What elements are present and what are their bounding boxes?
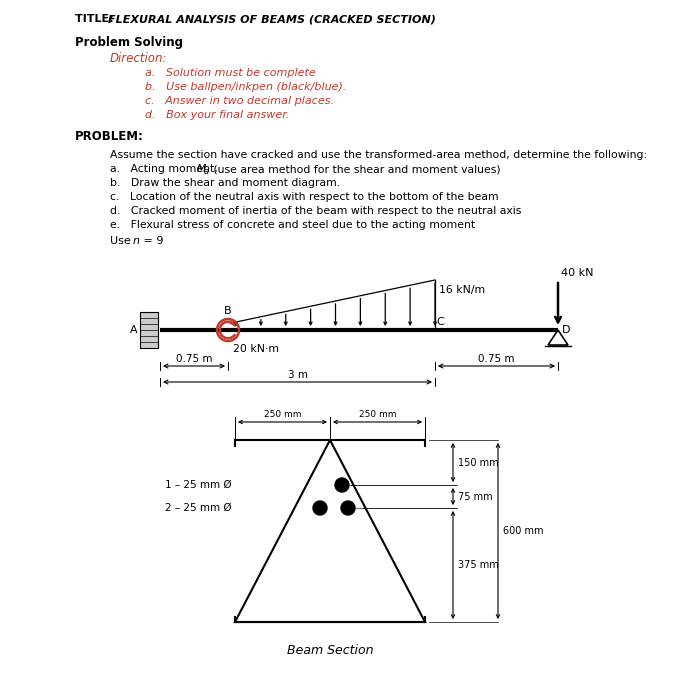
Text: 250 mm: 250 mm: [359, 410, 396, 419]
Text: d.   Cracked moment of inertia of the beam with respect to the neutral axis: d. Cracked moment of inertia of the beam…: [110, 206, 521, 216]
Circle shape: [335, 478, 349, 492]
Text: 75 mm: 75 mm: [458, 491, 493, 502]
Text: 0.75 m: 0.75 m: [176, 354, 212, 364]
Text: TITLE:: TITLE:: [75, 14, 117, 24]
Text: 16 kN/m: 16 kN/m: [439, 285, 485, 295]
Text: D: D: [562, 325, 570, 335]
Text: 150 mm: 150 mm: [458, 457, 499, 468]
Circle shape: [341, 501, 355, 515]
Circle shape: [313, 501, 327, 515]
Text: = 9: = 9: [140, 236, 164, 246]
Text: 375 mm: 375 mm: [458, 560, 499, 570]
Text: 2 – 25 mm Ø: 2 – 25 mm Ø: [165, 503, 232, 513]
Text: b.   Use ballpen/inkpen (black/blue).: b. Use ballpen/inkpen (black/blue).: [145, 82, 346, 92]
Text: M: M: [197, 164, 206, 174]
Text: PROBLEM:: PROBLEM:: [75, 130, 144, 143]
Text: 1 – 25 mm Ø: 1 – 25 mm Ø: [165, 480, 232, 490]
Polygon shape: [140, 312, 158, 348]
Text: Use: Use: [110, 236, 134, 246]
Text: 250 mm: 250 mm: [264, 410, 302, 419]
Text: 3 m: 3 m: [287, 370, 308, 380]
Text: Direction:: Direction:: [110, 52, 168, 65]
Text: B: B: [224, 306, 232, 316]
Text: 20 kN·m: 20 kN·m: [233, 344, 279, 354]
Text: c.   Location of the neutral axis with respect to the bottom of the beam: c. Location of the neutral axis with res…: [110, 192, 499, 202]
Text: a: a: [204, 167, 209, 176]
Text: a.   Solution must be complete: a. Solution must be complete: [145, 68, 316, 78]
Text: d.   Box your final answer.: d. Box your final answer.: [145, 110, 289, 120]
Text: e.   Flexural stress of concrete and steel due to the acting moment: e. Flexural stress of concrete and steel…: [110, 220, 475, 230]
Text: Beam Section: Beam Section: [286, 644, 373, 657]
Text: (use area method for the shear and moment values): (use area method for the shear and momen…: [210, 164, 501, 174]
Text: c.   Answer in two decimal places.: c. Answer in two decimal places.: [145, 96, 334, 106]
Text: 600 mm: 600 mm: [503, 526, 543, 536]
Text: 40 kN: 40 kN: [561, 268, 594, 278]
Text: n: n: [133, 236, 140, 246]
Text: Problem Solving: Problem Solving: [75, 36, 183, 49]
Text: C: C: [436, 317, 444, 327]
Text: a.   Acting moment,: a. Acting moment,: [110, 164, 221, 174]
Text: A: A: [131, 325, 138, 335]
Text: 0.75 m: 0.75 m: [478, 354, 515, 364]
Text: Assume the section have cracked and use the transformed-area method, determine t: Assume the section have cracked and use …: [110, 150, 647, 160]
Text: FLEXURAL ANALYSIS OF BEAMS (CRACKED SECTION): FLEXURAL ANALYSIS OF BEAMS (CRACKED SECT…: [108, 14, 436, 24]
Text: b.   Draw the shear and moment diagram.: b. Draw the shear and moment diagram.: [110, 178, 340, 188]
